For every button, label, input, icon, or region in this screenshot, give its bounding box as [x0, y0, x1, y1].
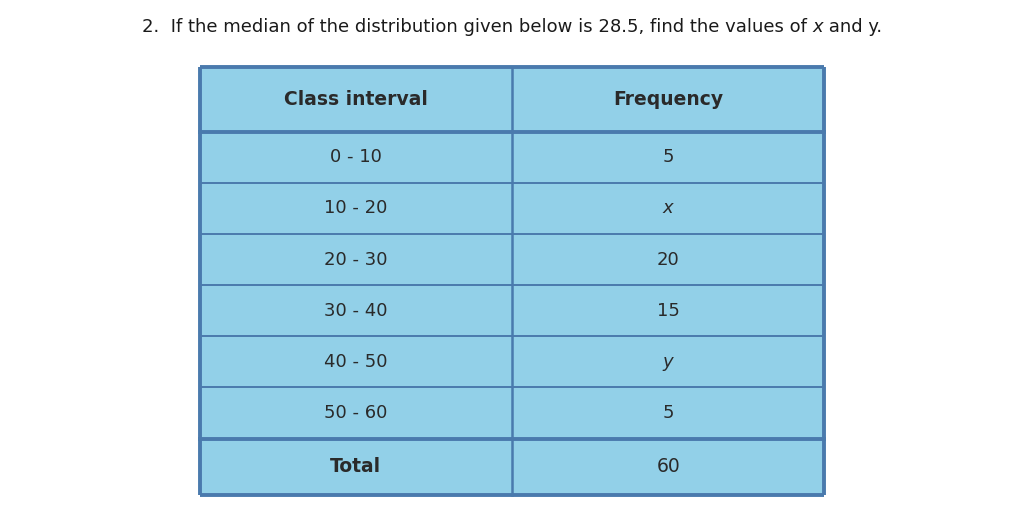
Bar	[200, 285, 512, 336]
Text: 2.  If the median of the distribution given below is 28.5, find the values of: 2. If the median of the distribution giv…	[141, 18, 812, 36]
Bar	[200, 336, 512, 388]
Text: y: y	[663, 353, 674, 371]
Bar	[512, 132, 824, 183]
Bar	[200, 388, 512, 439]
Text: Frequency: Frequency	[613, 90, 723, 109]
Text: Class interval: Class interval	[284, 90, 428, 109]
Bar	[200, 132, 512, 183]
Text: 20: 20	[656, 250, 680, 268]
Bar	[512, 67, 824, 132]
Text: 40 - 50: 40 - 50	[324, 353, 388, 371]
Text: x: x	[812, 18, 823, 36]
Text: 0 - 10: 0 - 10	[330, 148, 382, 166]
Bar	[200, 183, 512, 234]
Bar	[200, 234, 512, 285]
Text: 10 - 20: 10 - 20	[325, 199, 387, 217]
Bar	[512, 285, 824, 336]
Bar	[200, 67, 824, 495]
Bar	[200, 67, 512, 132]
Bar	[512, 439, 824, 495]
Text: 50 - 60: 50 - 60	[325, 404, 387, 422]
Text: Total: Total	[331, 458, 381, 476]
Text: x: x	[663, 199, 674, 217]
Text: 30 - 40: 30 - 40	[324, 302, 388, 320]
Bar	[512, 183, 824, 234]
Text: 15: 15	[656, 302, 680, 320]
Bar	[200, 439, 512, 495]
Text: 20 - 30: 20 - 30	[324, 250, 388, 268]
Text: 60: 60	[656, 458, 680, 476]
Bar	[512, 388, 824, 439]
Text: and y.: and y.	[823, 18, 883, 36]
Bar	[512, 234, 824, 285]
Text: 5: 5	[663, 404, 674, 422]
Bar	[512, 336, 824, 388]
Text: 5: 5	[663, 148, 674, 166]
